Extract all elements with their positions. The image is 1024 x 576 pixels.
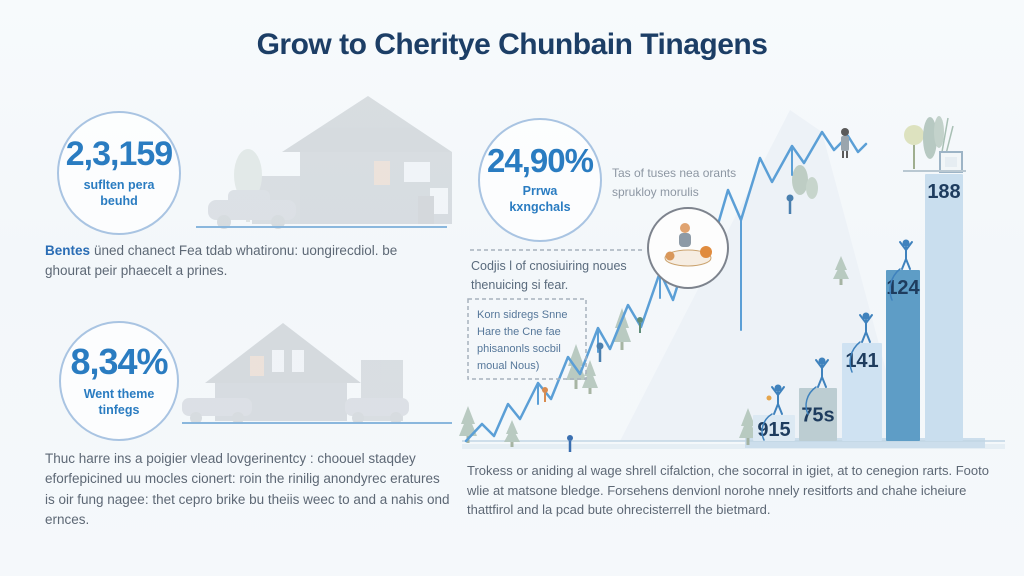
person-icon: [680, 223, 690, 233]
stat-side-note: Tas of tuses nea orants sprukloy morulis: [612, 166, 737, 199]
stat-circle-percent-left: 8,34% Went theme tinfegs: [59, 321, 179, 441]
stat-caption: Prrwa kxngchals: [509, 184, 571, 214]
paragraph-bottom-left: Thuc harre ins a poigier vlead lovgerine…: [45, 451, 450, 527]
bar-label: 124: [886, 277, 920, 299]
bar-1: [753, 415, 795, 441]
bar-3: [842, 343, 882, 441]
box-line: Korn sidregs Snne: [477, 309, 568, 321]
box-line: phisanonls socbil: [477, 343, 561, 356]
car-icon: [182, 398, 252, 424]
orange-window-icon: [374, 161, 390, 185]
picture-frame-icon: [939, 151, 963, 173]
orange-window-icon: [250, 356, 264, 376]
bar-chart: 915 75s 141 124 188: [753, 174, 963, 441]
car-icon: [208, 190, 296, 229]
paragraph-top-left: Bentes üned chanect Fea tdab whatironu: u…: [45, 241, 437, 282]
stat-value: 24,90%: [487, 142, 594, 180]
bar-label: 915: [757, 419, 790, 441]
paragraph-body: üned chanect Fea tdab whatironu: uongire…: [45, 243, 398, 279]
person-icon: [700, 246, 712, 258]
person-icon: [665, 251, 675, 261]
house-illustration-top: [208, 96, 452, 229]
callout-text: Codjis l of cnosiuiring noues thenuicing…: [471, 259, 627, 292]
stat-circle-percent-right: 24,90% Prrwa kxngchals: [478, 118, 602, 242]
paragraph-bottom-right: Trokess or aniding al wage shrell cifalc…: [467, 463, 989, 517]
car-icon: [345, 398, 409, 424]
stat-value: 2,3,159: [65, 134, 173, 173]
bar-label: 141: [845, 350, 878, 372]
stat-value: 8,34%: [70, 340, 168, 382]
plant-icons: [903, 116, 966, 173]
climber-icons: [542, 128, 849, 452]
dashed-box-text: Korn sidregs Snne Hare the Cne fae phisa…: [477, 307, 581, 375]
tree-icon: [234, 149, 262, 201]
stat-caption: Went theme tinfegs: [83, 386, 155, 417]
bar-label: 188: [927, 181, 960, 203]
dashed-callout-box: [467, 298, 587, 380]
box-line: moual Nous): [477, 360, 540, 373]
summit-person-icon: [841, 128, 849, 158]
bar-2: [799, 388, 837, 441]
stat-caption: suflten pera beuhd: [83, 177, 155, 208]
bar-5: [925, 174, 963, 441]
stick-figure-icons: [761, 239, 913, 441]
bar-label: 75s: [801, 405, 834, 427]
box-line: Hare the Cne fae: [477, 326, 561, 339]
house-illustration-bottom: [182, 323, 409, 424]
pine-tree-icons: [459, 165, 849, 447]
paragraph-lead-word: Bentes: [45, 243, 91, 258]
bar-4: [886, 270, 920, 441]
team-illustration-badge: [647, 207, 729, 289]
page-title: Grow to Cheritye Chunbain Tinagens: [256, 28, 768, 61]
orange-dot-icon: [766, 395, 772, 401]
stat-circle-households: 2,3,159 suflten pera beuhd: [57, 111, 181, 235]
mountain-silhouette: [620, 110, 905, 441]
